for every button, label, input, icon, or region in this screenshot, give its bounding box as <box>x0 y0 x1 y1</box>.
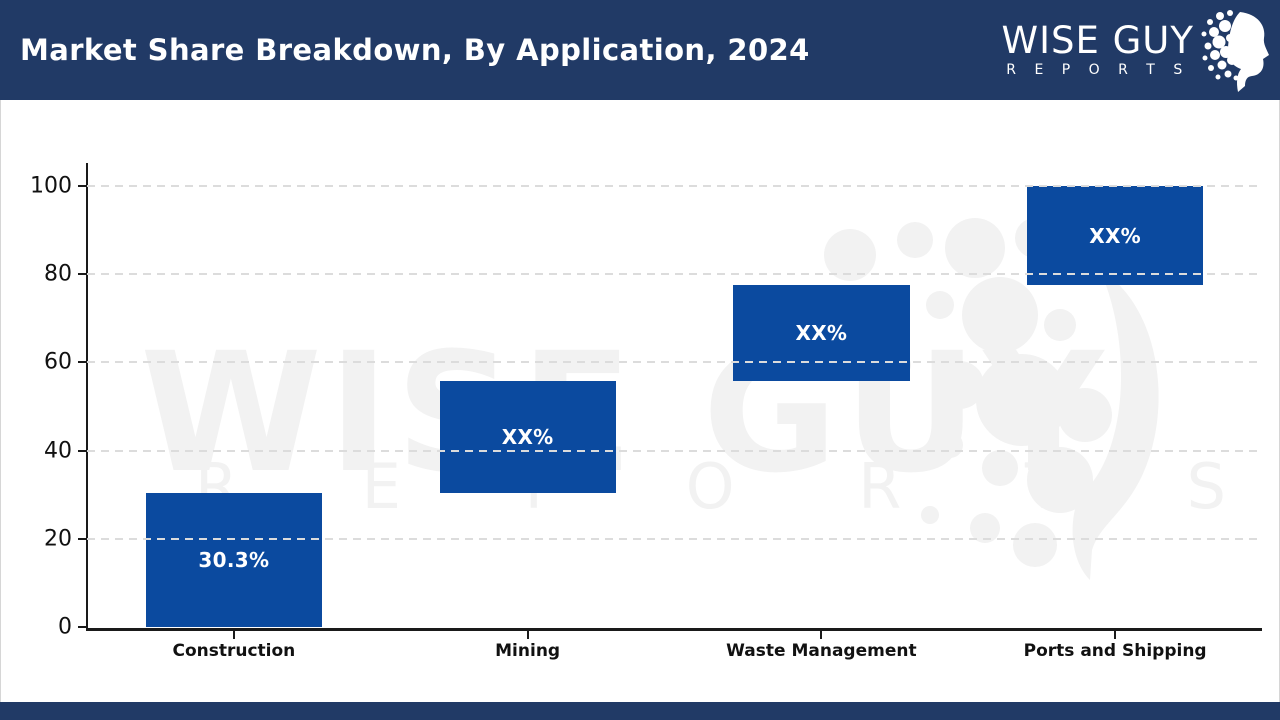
y-tick-mark <box>78 361 86 364</box>
y-tick-mark <box>78 537 86 540</box>
brand-logo-text: WISE GUY R E P O R T S <box>1001 18 1194 79</box>
y-tick-label: 20 <box>44 526 72 552</box>
bar-ports-and-shipping: XX% <box>1027 186 1204 286</box>
gridline <box>87 537 1262 540</box>
chart-area: WISE GUY R E P O R T S 0 20 40 60 80 100 30.3%… <box>0 100 1280 702</box>
bar-value-label: 30.3% <box>198 548 270 573</box>
footer-bar <box>0 702 1280 720</box>
category-label: Construction <box>172 641 296 661</box>
y-tick-label: 80 <box>44 261 72 287</box>
x-tick-mark <box>526 631 529 639</box>
brand-logo: WISE GUY R E P O R T S <box>1002 8 1270 92</box>
category-label: Waste Management <box>726 641 917 661</box>
brand-name: WISE GUY <box>1001 18 1194 62</box>
category-label: Ports and Shipping <box>1023 641 1207 661</box>
bar-construction: 30.3% <box>145 493 322 627</box>
dotted-head-icon <box>1201 10 1269 92</box>
header-bar: Market Share Breakdown, By Application, … <box>0 0 1280 100</box>
y-tick-label: 40 <box>44 438 72 464</box>
page-title: Market Share Breakdown, By Application, … <box>20 33 810 67</box>
y-tick-mark <box>78 626 86 628</box>
x-tick-mark <box>820 631 823 639</box>
x-axis-line <box>86 628 1262 631</box>
watermark-line1: WISE GUY <box>140 317 1109 509</box>
category-label: Mining <box>495 641 561 661</box>
bar-waste-management: XX% <box>733 285 910 381</box>
bar-value-label: XX% <box>795 321 848 346</box>
gridline <box>87 273 1262 276</box>
gridline <box>87 449 1262 452</box>
y-axis-line <box>86 163 88 631</box>
x-tick-mark <box>232 631 235 639</box>
y-tick-label: 60 <box>44 349 72 375</box>
y-tick-mark <box>78 449 86 452</box>
brand-subname: R E P O R T S <box>1006 62 1190 79</box>
y-tick-mark <box>78 273 86 276</box>
gridline <box>87 361 1262 364</box>
y-tick-label: 100 <box>30 173 72 199</box>
watermark-line2: R E P O R T S <box>195 450 1278 523</box>
y-tick-label: 0 <box>58 614 72 640</box>
gridline <box>87 185 1262 187</box>
bar-value-label: XX% <box>1089 223 1142 248</box>
y-tick-mark <box>78 185 86 187</box>
bar-mining: XX% <box>439 380 616 494</box>
x-tick-mark <box>1114 631 1117 639</box>
bar-value-label: XX% <box>501 425 554 450</box>
